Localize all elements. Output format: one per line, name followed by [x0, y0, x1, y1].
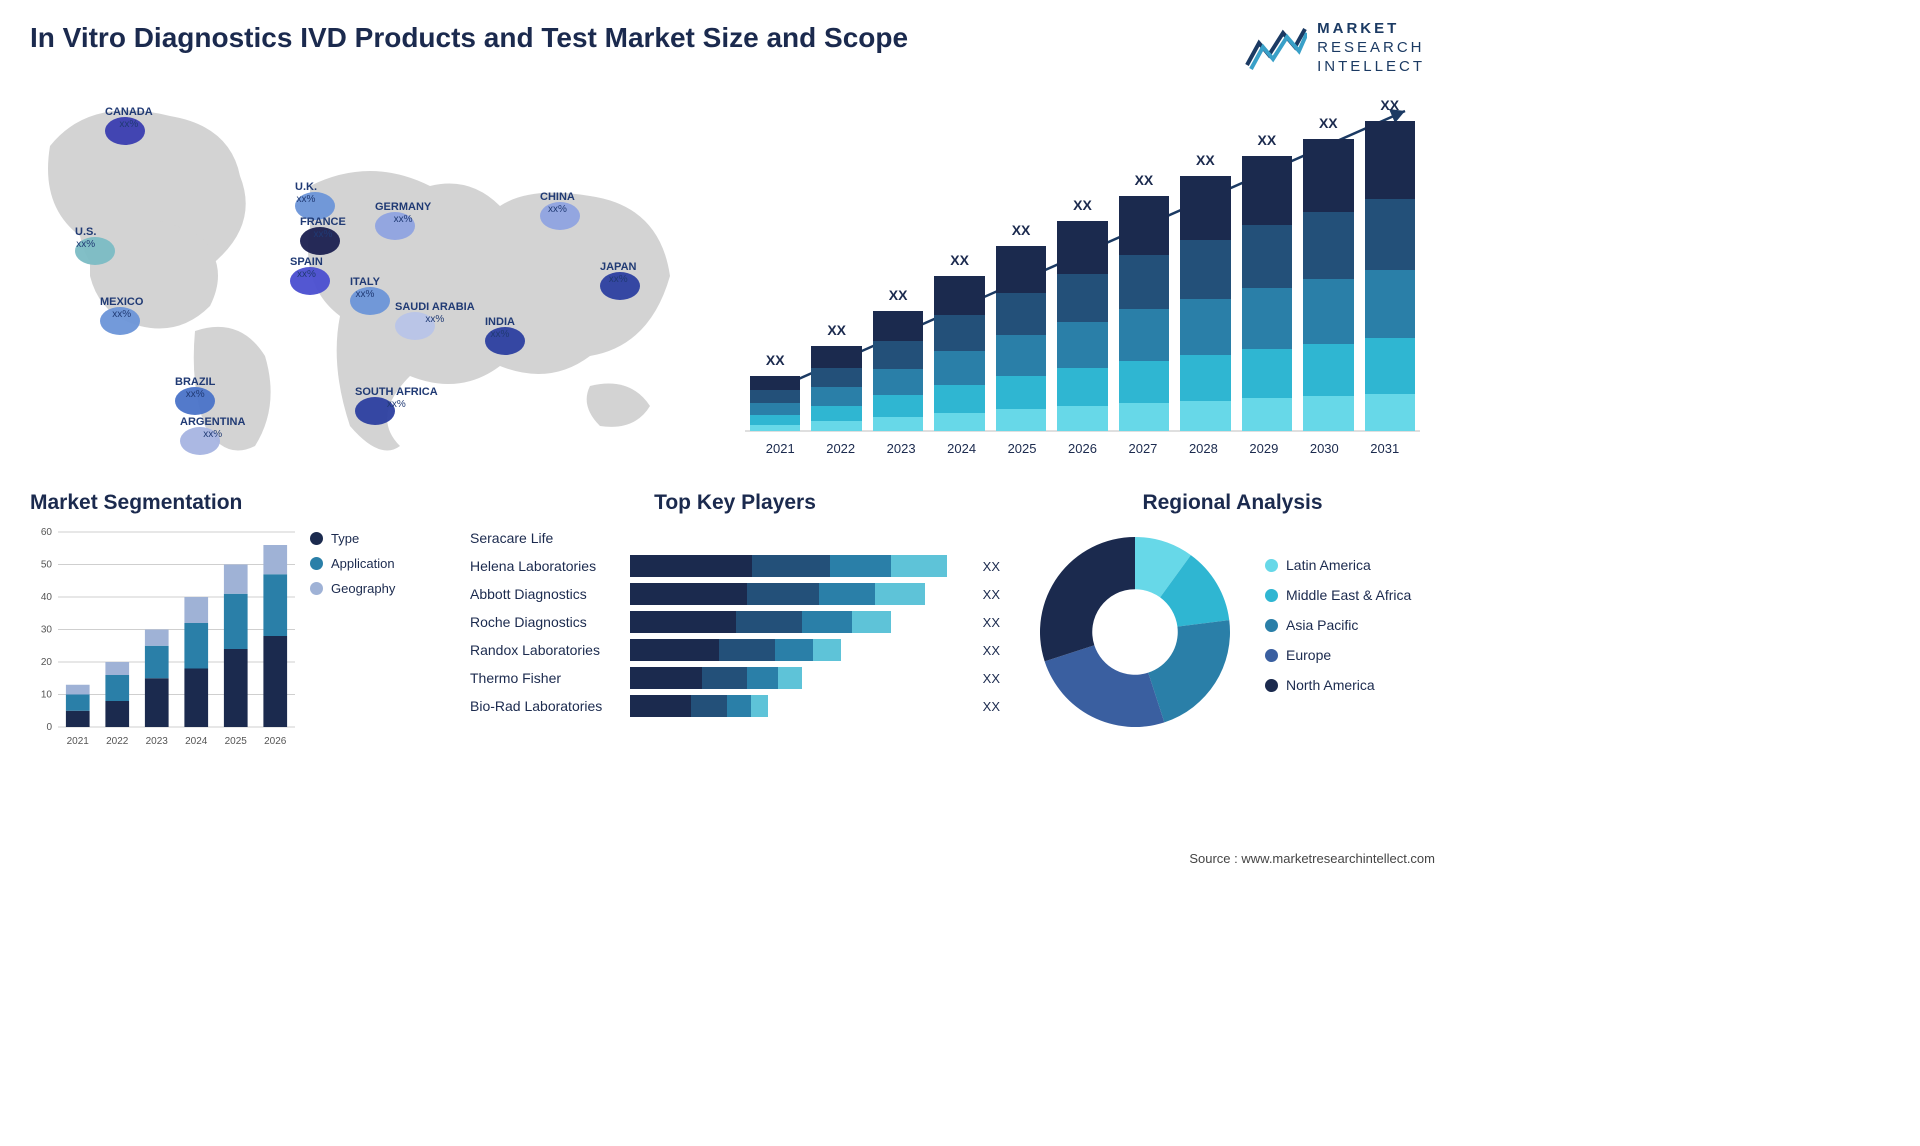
segmentation-title: Market Segmentation: [30, 491, 310, 515]
svg-text:30: 30: [41, 625, 53, 636]
svg-text:2023: 2023: [146, 736, 169, 747]
seg-legend-geography: Geography: [310, 581, 440, 596]
kp-row-thermo-fisher: Thermo FisherXX: [470, 667, 1000, 689]
growth-bar-2026: XX: [1057, 221, 1107, 431]
svg-text:60: 60: [41, 527, 53, 538]
logo-line-1: MARKET: [1317, 20, 1425, 39]
svg-text:0: 0: [46, 722, 52, 733]
page-title: In Vitro Diagnostics IVD Products and Te…: [30, 20, 908, 56]
world-map: CANADAxx% U.S.xx% MEXICOxx% BRAZILxx% ARGENT…: [30, 86, 690, 466]
kp-row-helena-laboratories: Helena LaboratoriesXX: [470, 555, 1000, 577]
map-label-canada: CANADAxx%: [105, 106, 153, 130]
segmentation-legend: Type Application Geography: [310, 491, 440, 757]
map-label-spain: SPAINxx%: [290, 256, 323, 280]
svg-text:10: 10: [41, 690, 53, 701]
growth-bar-2031: XX: [1365, 121, 1415, 431]
map-label-germany: GERMANYxx%: [375, 201, 431, 225]
reg-legend-middle-east---africa: Middle East & Africa: [1265, 587, 1411, 603]
kp-row-roche-diagnostics: Roche DiagnosticsXX: [470, 611, 1000, 633]
map-label-japan: JAPANxx%: [600, 261, 636, 285]
seg-legend-type: Type: [310, 531, 440, 546]
reg-legend-latin-america: Latin America: [1265, 557, 1411, 573]
key-players-title: Top Key Players: [470, 491, 1000, 515]
svg-text:2026: 2026: [264, 736, 287, 747]
kp-row-seracare-life: Seracare Life: [470, 527, 1000, 549]
growth-bar-2027: XX: [1119, 196, 1169, 431]
growth-bar-2024: XX: [934, 276, 984, 431]
map-label-india: INDIAxx%: [485, 316, 515, 340]
brand-logo: MARKET RESEARCH INTELLECT: [1245, 20, 1425, 76]
map-label-france: FRANCExx%: [300, 216, 346, 240]
map-label-argentina: ARGENTINAxx%: [180, 416, 245, 440]
growth-bar-2025: XX: [996, 246, 1046, 431]
map-label-southafrica: SOUTH AFRICAxx%: [355, 386, 438, 410]
logo-line-2: RESEARCH: [1317, 39, 1425, 58]
map-label-italy: ITALYxx%: [350, 276, 380, 300]
svg-text:40: 40: [41, 592, 53, 603]
seg-legend-application: Application: [310, 556, 440, 571]
svg-text:50: 50: [41, 560, 53, 571]
kp-row-abbott-diagnostics: Abbott DiagnosticsXX: [470, 583, 1000, 605]
map-label-brazil: BRAZILxx%: [175, 376, 215, 400]
growth-bar-2029: XX: [1242, 156, 1292, 431]
growth-bar-2030: XX: [1303, 139, 1353, 431]
growth-bar-2021: XX: [750, 376, 800, 431]
map-label-saudiarabia: SAUDI ARABIAxx%: [395, 301, 475, 325]
svg-text:2021: 2021: [67, 736, 90, 747]
regional-donut: [1030, 527, 1240, 737]
source-text: Source : www.marketresearchintellect.com: [1189, 851, 1435, 866]
logo-line-3: INTELLECT: [1317, 58, 1425, 77]
map-label-mexico: MEXICOxx%: [100, 296, 143, 320]
regional-legend: Latin America Middle East & Africa Asia Pa…: [1265, 557, 1411, 707]
reg-legend-north-america: North America: [1265, 677, 1411, 693]
key-players-chart: Seracare Life Helena LaboratoriesXX Abbott…: [470, 527, 1000, 717]
regional-title: Regional Analysis: [1030, 491, 1435, 515]
kp-row-bio-rad-laboratories: Bio-Rad LaboratoriesXX: [470, 695, 1000, 717]
growth-bar-2023: XX: [873, 311, 923, 431]
svg-text:2025: 2025: [225, 736, 248, 747]
map-label-us: U.S.xx%: [75, 226, 96, 250]
svg-text:2022: 2022: [106, 736, 129, 747]
svg-text:2024: 2024: [185, 736, 208, 747]
kp-row-randox-laboratories: Randox LaboratoriesXX: [470, 639, 1000, 661]
growth-bar-2022: XX: [811, 346, 861, 431]
map-label-uk: U.K.xx%: [295, 181, 317, 205]
reg-legend-europe: Europe: [1265, 647, 1411, 663]
svg-text:20: 20: [41, 657, 53, 668]
map-label-china: CHINAxx%: [540, 191, 575, 215]
reg-legend-asia-pacific: Asia Pacific: [1265, 617, 1411, 633]
growth-bar-2028: XX: [1180, 176, 1230, 431]
growth-chart: XXXXXXXXXXXXXXXXXXXXXX 20212022202320242…: [710, 86, 1435, 466]
